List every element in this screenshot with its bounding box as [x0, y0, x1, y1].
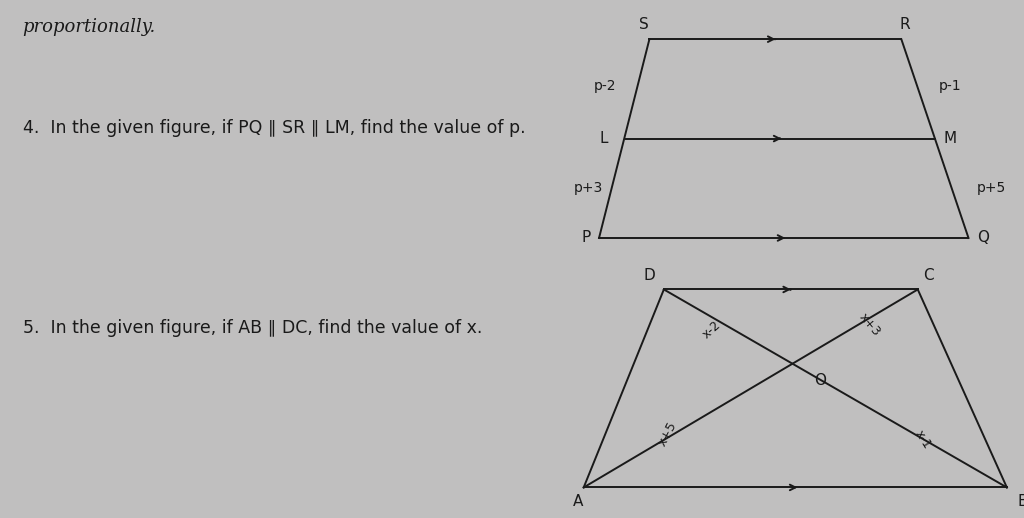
Text: P: P [582, 231, 591, 246]
Text: 5.  In the given figure, if AB ∥ DC, find the value of x.: 5. In the given figure, if AB ∥ DC, find… [23, 319, 482, 337]
Text: p+3: p+3 [574, 181, 603, 195]
Text: Q: Q [977, 231, 989, 246]
Text: M: M [943, 131, 956, 146]
Text: C: C [923, 268, 934, 283]
Text: p-2: p-2 [593, 79, 615, 93]
Text: O: O [814, 373, 826, 388]
Text: A: A [573, 494, 584, 509]
Text: D: D [644, 268, 655, 283]
Text: x+3: x+3 [857, 311, 883, 339]
Text: S: S [639, 18, 649, 33]
Text: R: R [899, 18, 909, 33]
Text: x+5: x+5 [655, 420, 679, 449]
Text: x-1: x-1 [912, 427, 934, 451]
Text: p+5: p+5 [977, 181, 1007, 195]
Text: x-2: x-2 [700, 319, 723, 341]
Text: 4.  In the given figure, if PQ ∥ SR ∥ LM, find the value of p.: 4. In the given figure, if PQ ∥ SR ∥ LM,… [23, 119, 525, 137]
Text: proportionally.: proportionally. [23, 18, 156, 36]
Text: L: L [599, 131, 608, 146]
Text: B: B [1017, 494, 1024, 509]
Text: p-1: p-1 [939, 79, 962, 93]
